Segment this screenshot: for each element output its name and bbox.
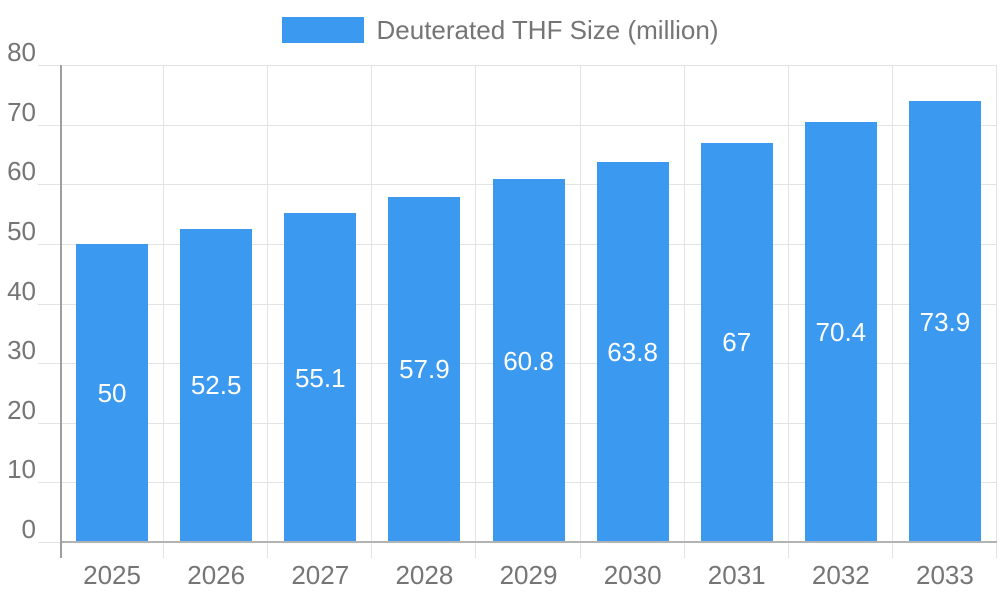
- x-gridline: [371, 65, 373, 558]
- y-tick: [38, 422, 60, 424]
- y-tick-label: 40: [7, 275, 36, 306]
- bar-2031[interactable]: 67: [700, 142, 773, 542]
- y-gridline: [60, 65, 997, 66]
- y-tick-label: 70: [7, 96, 36, 127]
- x-gridline: [996, 65, 997, 558]
- x-tick-label-2025: 2025: [83, 560, 141, 590]
- bar-value-label: 52.5: [190, 370, 242, 401]
- bar-value-label: 55.1: [294, 362, 346, 393]
- y-tick-label: 20: [7, 394, 36, 425]
- x-tick-label-2026: 2026: [187, 560, 246, 590]
- x-gridline: [683, 65, 685, 558]
- bar-2027[interactable]: 55.1: [284, 213, 357, 542]
- bar-value-label: 70.4: [815, 317, 867, 348]
- y-tick: [38, 184, 60, 186]
- x-gridline: [163, 65, 165, 558]
- y-tick-label: 80: [7, 37, 36, 67]
- bar-2032[interactable]: 70.4: [804, 122, 877, 542]
- x-tick-label-2027: 2027: [291, 560, 350, 590]
- x-gridline: [475, 65, 477, 558]
- bar-2029[interactable]: 60.8: [492, 179, 565, 542]
- y-tick-label: 30: [7, 335, 36, 366]
- bar-2025[interactable]: 50: [76, 243, 149, 542]
- x-axis-baseline: [60, 541, 997, 543]
- y-tick-label: 10: [7, 454, 36, 485]
- bar-value-label: 67: [722, 327, 752, 358]
- x-tick-label-2030: 2030: [603, 560, 662, 590]
- y-gridline: [60, 124, 997, 126]
- x-tick-label-2029: 2029: [499, 560, 558, 590]
- y-axis-line: [60, 65, 62, 558]
- bar-value-label: 63.8: [607, 336, 658, 367]
- y-tick: [38, 482, 60, 484]
- bar-2033[interactable]: 73.9: [908, 101, 981, 542]
- x-gridline: [891, 65, 893, 558]
- y-tick-label: 0: [21, 514, 36, 544]
- plot-area: 0 10 20 30 40 50 60 70 80 50 52.5 55.1 57.9 60.8 63.8…: [7, 39, 997, 588]
- y-tick: [38, 303, 60, 305]
- bar-value-label: 57.9: [399, 354, 450, 385]
- bar-value-label: 73.9: [919, 306, 971, 337]
- bar-2030[interactable]: 63.8: [596, 161, 669, 542]
- bar-2026[interactable]: 52.5: [180, 228, 253, 542]
- y-tick: [38, 65, 60, 66]
- y-tick-label: 50: [7, 215, 36, 246]
- x-gridline: [787, 65, 789, 558]
- y-tick-label: 60: [7, 156, 36, 187]
- y-tick: [38, 363, 60, 365]
- bar-value-label: 60.8: [503, 345, 554, 376]
- bar-2028[interactable]: 57.9: [388, 196, 461, 542]
- y-tick: [38, 243, 60, 245]
- x-gridline: [579, 65, 581, 558]
- legend-swatch: [281, 17, 364, 43]
- y-tick: [38, 542, 60, 543]
- x-tick-label-2032: 2032: [811, 560, 870, 590]
- y-tick: [38, 124, 60, 126]
- x-tick-label-2031: 2031: [707, 560, 766, 590]
- x-tick-label-2028: 2028: [395, 560, 454, 590]
- bar-value-label: 50: [97, 377, 127, 408]
- chart-legend[interactable]: Deuterated THF Size (million): [0, 17, 1000, 43]
- x-tick-label-2033: 2033: [916, 560, 974, 590]
- x-gridline: [267, 65, 269, 558]
- legend-label: Deuterated THF Size (million): [376, 15, 719, 45]
